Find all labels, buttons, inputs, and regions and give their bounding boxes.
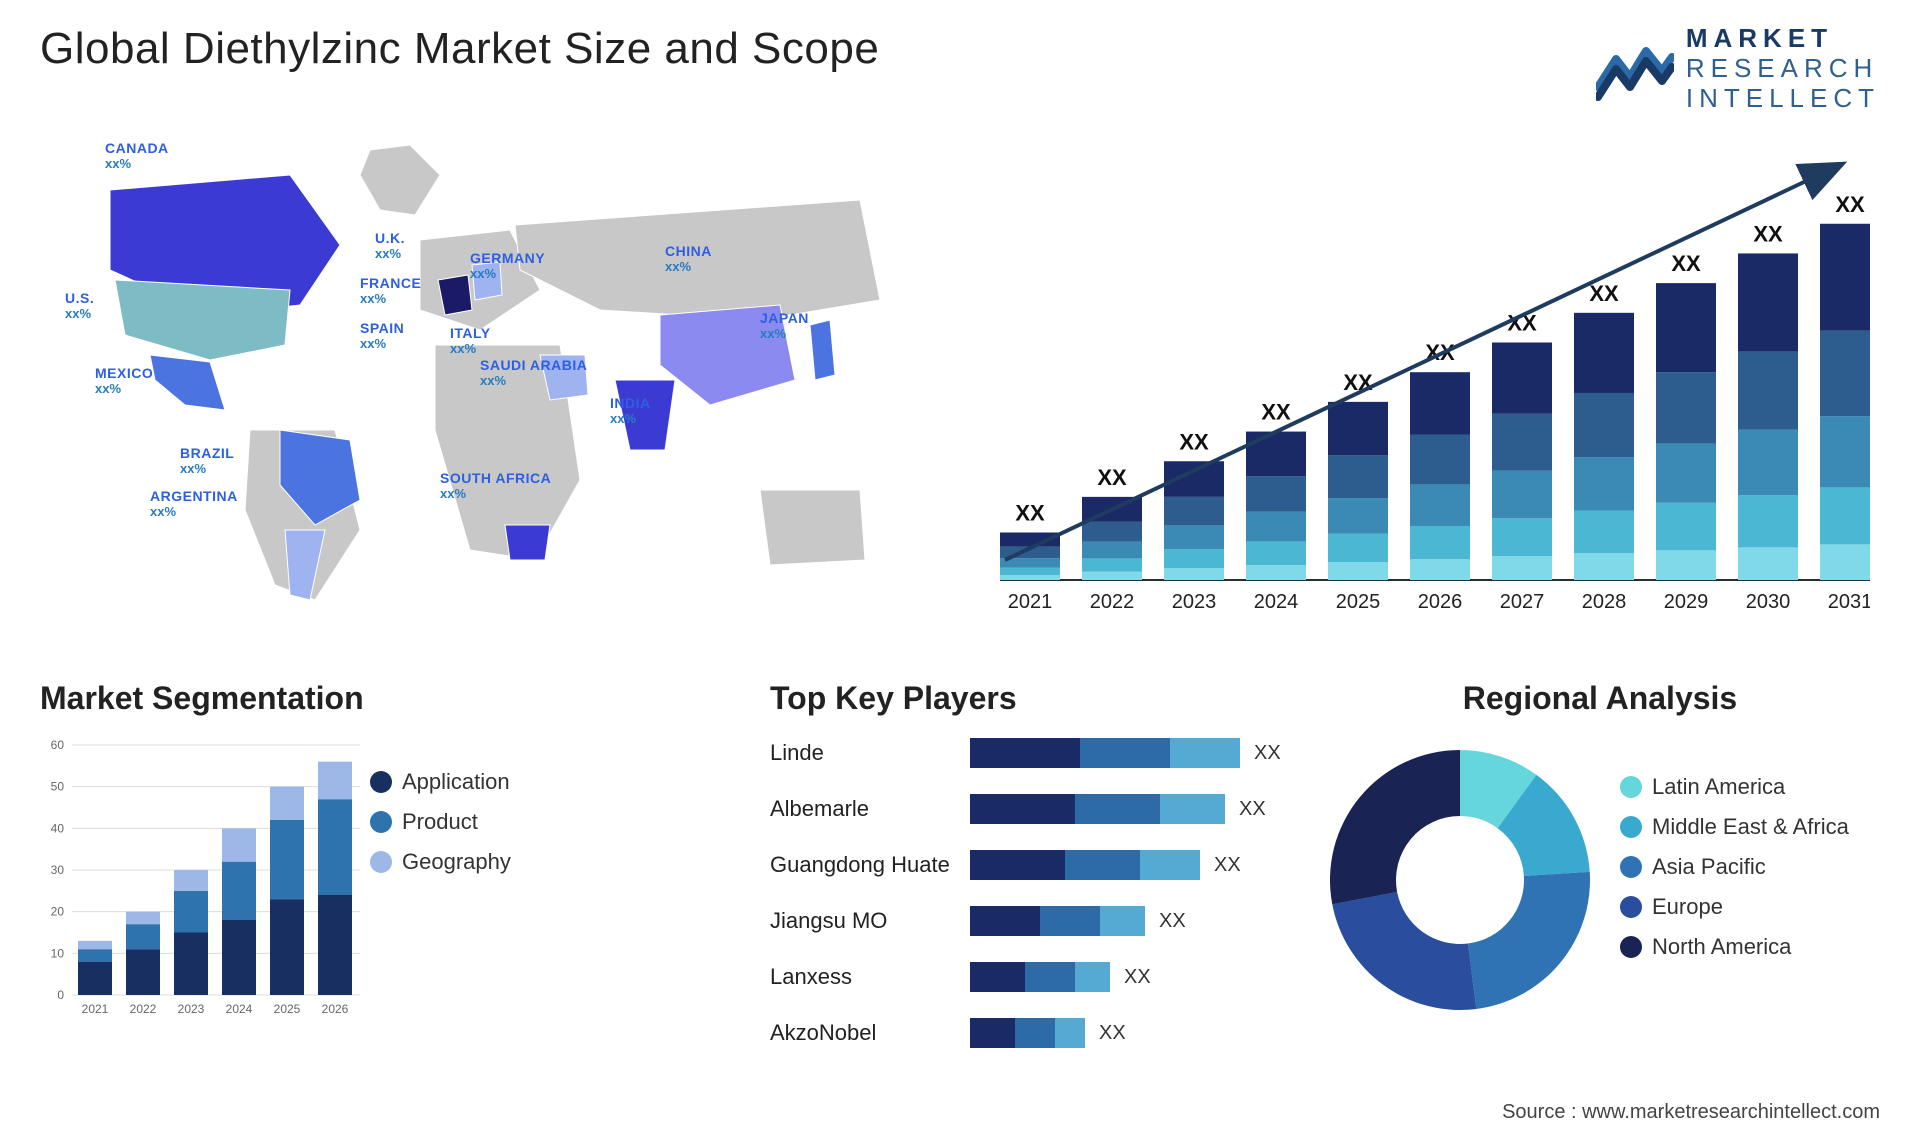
player-value: XX xyxy=(1254,742,1281,765)
svg-text:2028: 2028 xyxy=(1582,591,1627,613)
svg-text:20: 20 xyxy=(51,905,65,919)
player-value: XX xyxy=(1239,798,1266,821)
svg-text:2022: 2022 xyxy=(1090,591,1135,613)
map-label-mexico: MEXICOxx% xyxy=(95,365,153,396)
svg-text:60: 60 xyxy=(51,738,65,752)
players-title: Top Key Players xyxy=(770,680,1290,717)
regional-legend-item: Latin America xyxy=(1620,774,1849,800)
players-section: Top Key Players LindeXXAlbemarleXXGuangd… xyxy=(770,680,1290,1053)
regional-legend: Latin America Middle East & Africa Asia Pa… xyxy=(1620,760,1849,974)
svg-text:2023: 2023 xyxy=(1172,591,1217,613)
player-row: AkzoNobel XX xyxy=(770,1013,1290,1053)
svg-text:XX: XX xyxy=(1097,465,1127,490)
svg-text:2021: 2021 xyxy=(82,1002,109,1016)
svg-text:2025: 2025 xyxy=(274,1002,301,1016)
brand-logo: MARKET RESEARCH INTELLECT xyxy=(1596,24,1880,114)
regional-legend-item: North America xyxy=(1620,934,1849,960)
regional-donut xyxy=(1320,740,1600,1020)
svg-text:2026: 2026 xyxy=(1418,591,1463,613)
logo-text-2: RESEARCH xyxy=(1686,54,1880,84)
player-bar xyxy=(970,906,1145,936)
map-label-spain: SPAINxx% xyxy=(360,320,404,351)
map-label-us: U.S.xx% xyxy=(65,290,94,321)
map-label-brazil: BRAZILxx% xyxy=(180,445,234,476)
map-label-france: FRANCExx% xyxy=(360,275,421,306)
svg-text:2021: 2021 xyxy=(1008,591,1053,613)
svg-text:10: 10 xyxy=(51,946,65,960)
svg-text:XX: XX xyxy=(1261,400,1291,425)
map-label-china: CHINAxx% xyxy=(665,243,712,274)
svg-text:2029: 2029 xyxy=(1664,591,1709,613)
player-bar xyxy=(970,794,1225,824)
player-name: Guangdong Huate xyxy=(770,852,970,878)
svg-text:XX: XX xyxy=(1753,221,1783,246)
svg-text:0: 0 xyxy=(57,988,64,1002)
player-name: Jiangsu MO xyxy=(770,908,970,934)
map-label-argentina: ARGENTINAxx% xyxy=(150,488,238,519)
regional-legend-item: Middle East & Africa xyxy=(1620,814,1849,840)
player-bar xyxy=(970,738,1240,768)
player-bar xyxy=(970,850,1200,880)
map-label-canada: CANADAxx% xyxy=(105,140,169,171)
map-label-japan: JAPANxx% xyxy=(760,310,809,341)
world-map: CANADAxx% U.S.xx% MEXICOxx% BRAZILxx% ARGENT… xyxy=(40,130,910,630)
player-value: XX xyxy=(1159,910,1186,933)
segmentation-title: Market Segmentation xyxy=(40,680,580,717)
svg-text:40: 40 xyxy=(51,821,65,835)
page-title: Global Diethylzinc Market Size and Scope xyxy=(40,24,879,74)
logo-text-3: INTELLECT xyxy=(1686,84,1880,114)
svg-text:30: 30 xyxy=(51,863,65,877)
map-label-germany: GERMANYxx% xyxy=(470,250,545,281)
map-label-uk: U.K.xx% xyxy=(375,230,405,261)
player-name: Linde xyxy=(770,740,970,766)
svg-text:2027: 2027 xyxy=(1500,591,1545,613)
svg-text:2022: 2022 xyxy=(130,1002,157,1016)
svg-text:2023: 2023 xyxy=(178,1002,205,1016)
map-label-saudiarabia: SAUDI ARABIAxx% xyxy=(480,357,587,388)
svg-text:XX: XX xyxy=(1179,429,1209,454)
svg-text:2024: 2024 xyxy=(226,1002,253,1016)
segmentation-legend-item: Product xyxy=(370,809,511,835)
segmentation-legend-item: Application xyxy=(370,769,511,795)
svg-text:2031: 2031 xyxy=(1828,591,1870,613)
player-row: Lanxess XX xyxy=(770,957,1290,997)
source-text: Source : www.marketresearchintellect.com xyxy=(1502,1101,1880,1124)
logo-text-1: MARKET xyxy=(1686,24,1880,54)
player-row: Jiangsu MO XX xyxy=(770,901,1290,941)
forecast-chart: XX 2021 XX 2022 XX 2023 XX 2024 XX 2025 XX 2026 XX 20… xyxy=(970,150,1870,630)
player-bar xyxy=(970,1018,1085,1048)
player-row: Linde XX xyxy=(770,733,1290,773)
svg-text:XX: XX xyxy=(1589,281,1619,306)
player-row: Albemarle XX xyxy=(770,789,1290,829)
svg-text:50: 50 xyxy=(51,780,65,794)
svg-text:2026: 2026 xyxy=(322,1002,349,1016)
svg-text:XX: XX xyxy=(1835,192,1865,217)
map-label-southafrica: SOUTH AFRICAxx% xyxy=(440,470,551,501)
player-bar xyxy=(970,962,1110,992)
regional-title: Regional Analysis xyxy=(1320,680,1880,717)
player-name: AkzoNobel xyxy=(770,1020,970,1046)
regional-legend-item: Asia Pacific xyxy=(1620,854,1849,880)
map-label-india: INDIAxx% xyxy=(610,395,651,426)
regional-section: Regional Analysis xyxy=(1320,680,1880,717)
logo-icon xyxy=(1596,37,1674,101)
segmentation-legend: Application Product Geography xyxy=(370,755,511,889)
player-row: Guangdong Huate XX xyxy=(770,845,1290,885)
map-label-italy: ITALYxx% xyxy=(450,325,491,356)
svg-text:XX: XX xyxy=(1671,251,1701,276)
player-value: XX xyxy=(1214,854,1241,877)
player-value: XX xyxy=(1099,1022,1126,1045)
regional-legend-item: Europe xyxy=(1620,894,1849,920)
svg-text:2024: 2024 xyxy=(1254,591,1299,613)
svg-text:2025: 2025 xyxy=(1336,591,1381,613)
svg-text:2030: 2030 xyxy=(1746,591,1791,613)
svg-text:XX: XX xyxy=(1015,501,1045,526)
segmentation-legend-item: Geography xyxy=(370,849,511,875)
player-name: Lanxess xyxy=(770,964,970,990)
player-value: XX xyxy=(1124,966,1151,989)
player-name: Albemarle xyxy=(770,796,970,822)
